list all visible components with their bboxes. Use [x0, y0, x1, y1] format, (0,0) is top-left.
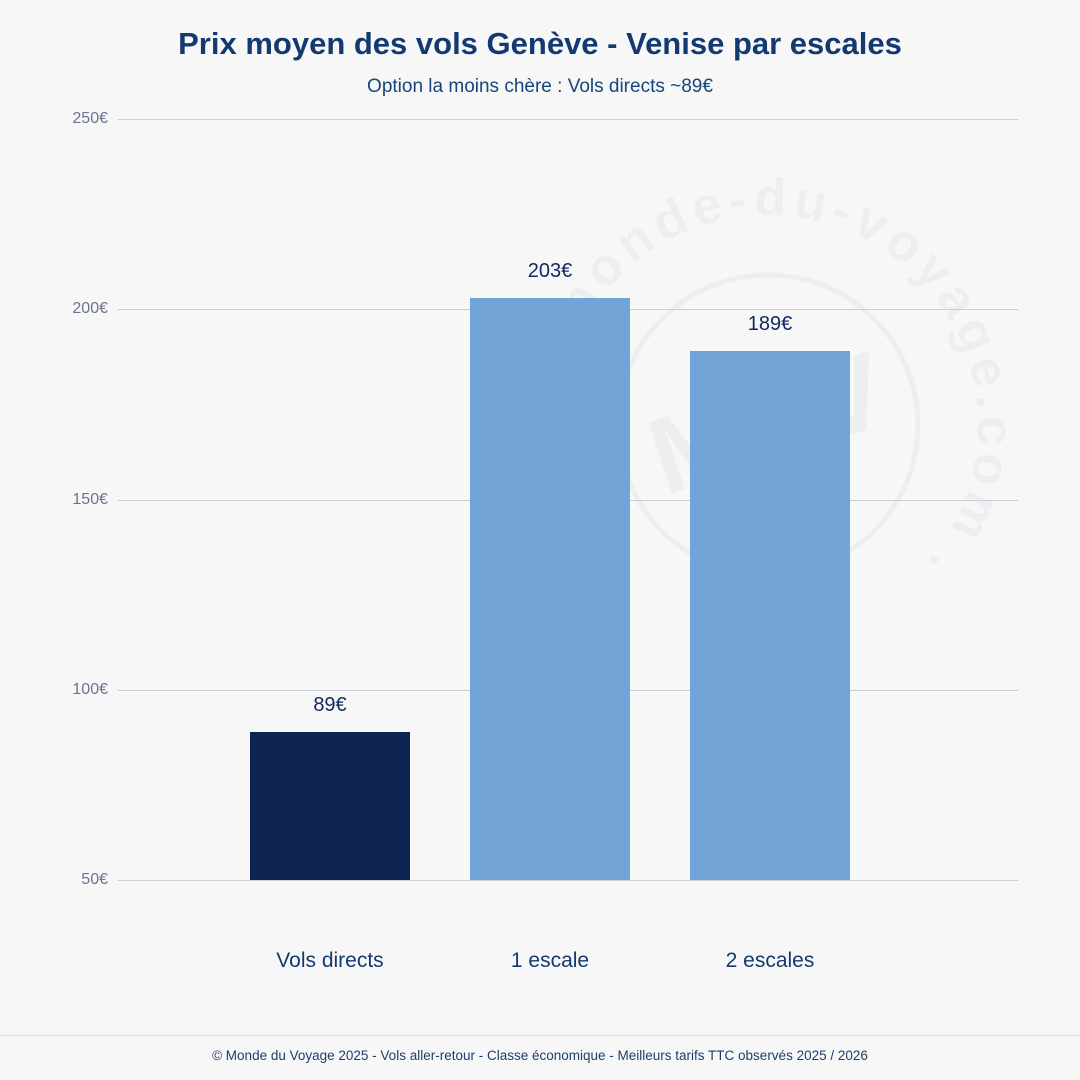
bar	[250, 731, 410, 880]
bar-value-label: 203€	[527, 259, 573, 282]
chart-subtitle: Option la moins chère : Vols directs ~89…	[367, 76, 713, 97]
y-tick-label: 200€	[72, 300, 108, 318]
footer-text: © Monde du Voyage 2025 - Vols aller-reto…	[212, 1048, 868, 1063]
x-category-label: 2 escales	[725, 949, 815, 972]
chart-title: Prix moyen des vols Genève - Venise par …	[178, 26, 902, 61]
bar-value-label: 189€	[747, 313, 793, 336]
y-tick-label: 100€	[72, 680, 108, 698]
y-tick-label: 250€	[72, 110, 108, 127]
gridline	[118, 880, 1018, 881]
y-tick-label: 50€	[81, 871, 108, 888]
bar-value-label: 89€	[313, 693, 347, 716]
y-tick-label: 150€	[72, 490, 108, 508]
x-category-label: 1 escale	[510, 949, 590, 972]
footer-divider	[0, 1035, 1080, 1036]
bar	[690, 351, 850, 880]
gridline	[118, 119, 1018, 120]
x-category-label: Vols directs	[276, 949, 384, 972]
bar	[470, 297, 630, 880]
